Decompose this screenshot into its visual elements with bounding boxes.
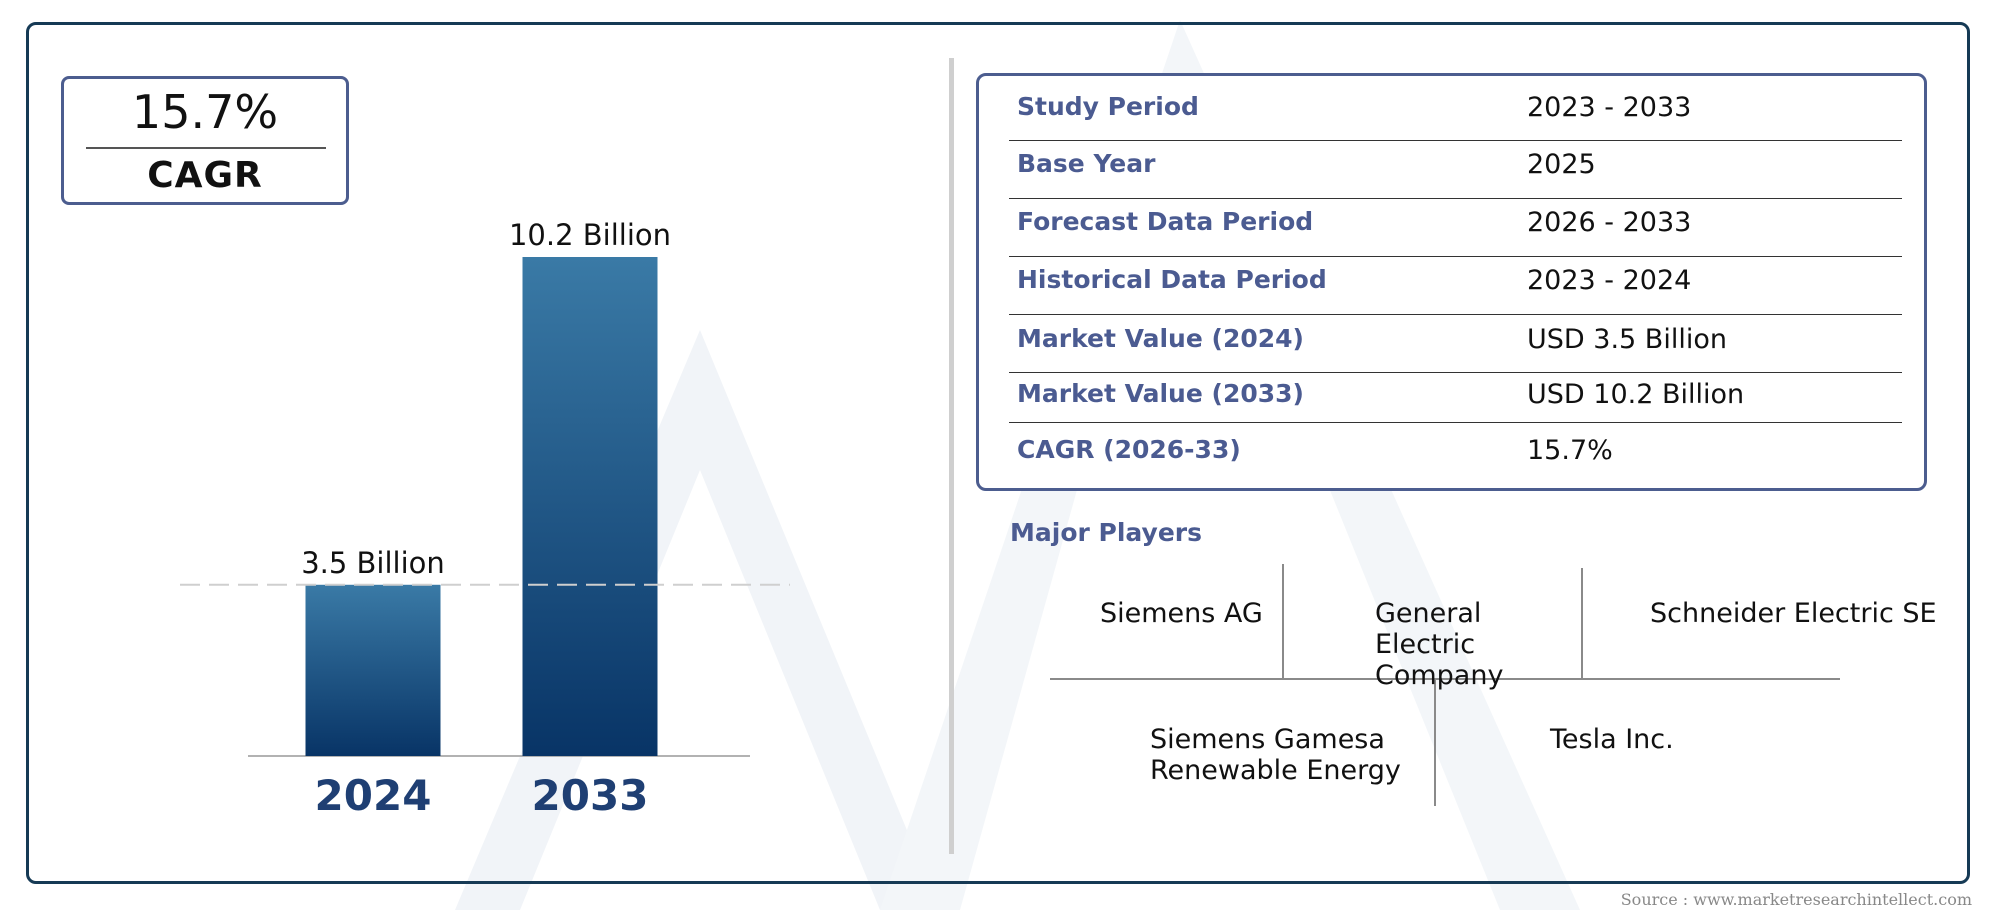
cagr-value: 15.7%: [131, 85, 279, 139]
player-name-line: Tesla Inc.: [1550, 724, 1674, 755]
info-row-divider: [1009, 314, 1902, 315]
player-name-line: Company: [1375, 660, 1504, 691]
info-key: Study Period: [1017, 92, 1199, 121]
player-name: Schneider Electric SE: [1650, 598, 1937, 629]
info-value: USD 10.2 Billion: [1527, 379, 1745, 410]
info-key: Historical Data Period: [1017, 265, 1327, 294]
info-value: 2025: [1527, 149, 1596, 180]
info-row-divider: [1009, 422, 1902, 423]
info-key: Market Value (2033): [1017, 379, 1304, 408]
category-label-2033: 2033: [532, 771, 649, 820]
player-name: Siemens Gamesa Renewable Energy: [1150, 724, 1401, 786]
players-divider-h: [1050, 678, 1840, 680]
info-value: 15.7%: [1527, 435, 1613, 466]
info-value: USD 3.5 Billion: [1527, 324, 1727, 355]
data-label-2033: 10.2 Billion: [509, 218, 671, 252]
info-value: 2023 - 2033: [1527, 92, 1692, 123]
player-name: Tesla Inc.: [1550, 724, 1674, 755]
info-row-divider: [1009, 372, 1902, 373]
source-credit: Source : www.marketresearchintellect.com: [1620, 890, 1972, 909]
players-divider-v1: [1282, 564, 1284, 678]
cagr-card: 15.7% CAGR: [61, 76, 349, 205]
info-row-divider: [1009, 256, 1902, 257]
info-key: Forecast Data Period: [1017, 207, 1314, 236]
bar-2024: [305, 584, 441, 756]
info-value: 2026 - 2033: [1527, 207, 1692, 238]
player-name-line: Electric: [1375, 629, 1476, 660]
info-row-divider: [1009, 140, 1902, 141]
bar-2033: [522, 257, 658, 756]
data-label-2024: 3.5 Billion: [301, 546, 445, 580]
market-info-table: Study Period 2023 - 2033 Base Year 2025 Fore…: [976, 73, 1927, 491]
market-bar-chart: 3.5 Billion 2024 10.2 Billion 2033: [180, 218, 790, 820]
cagr-label: CAGR: [147, 155, 263, 196]
major-players-title: Major Players: [1010, 518, 1202, 547]
player-name-line: General: [1375, 598, 1482, 629]
players-divider-v3: [1434, 680, 1436, 806]
info-key: Base Year: [1017, 149, 1156, 178]
player-name-line: Schneider Electric SE: [1650, 598, 1937, 629]
players-divider-v2: [1581, 568, 1583, 678]
info-value: 2023 - 2024: [1527, 265, 1692, 296]
player-name-line: Siemens Gamesa: [1150, 724, 1385, 755]
player-name: Siemens AG: [1100, 598, 1263, 629]
player-name-line: Renewable Energy: [1150, 755, 1401, 786]
player-name-line: Siemens AG: [1100, 598, 1263, 629]
info-key: Market Value (2024): [1017, 324, 1304, 353]
category-label-2024: 2024: [315, 771, 432, 820]
info-row-divider: [1009, 198, 1902, 199]
cagr-divider: [86, 147, 326, 149]
section-divider: [949, 58, 954, 854]
infographic-frame: [26, 22, 1970, 884]
info-key: CAGR (2026-33): [1017, 435, 1241, 464]
player-name: General Electric Company: [1375, 598, 1503, 691]
